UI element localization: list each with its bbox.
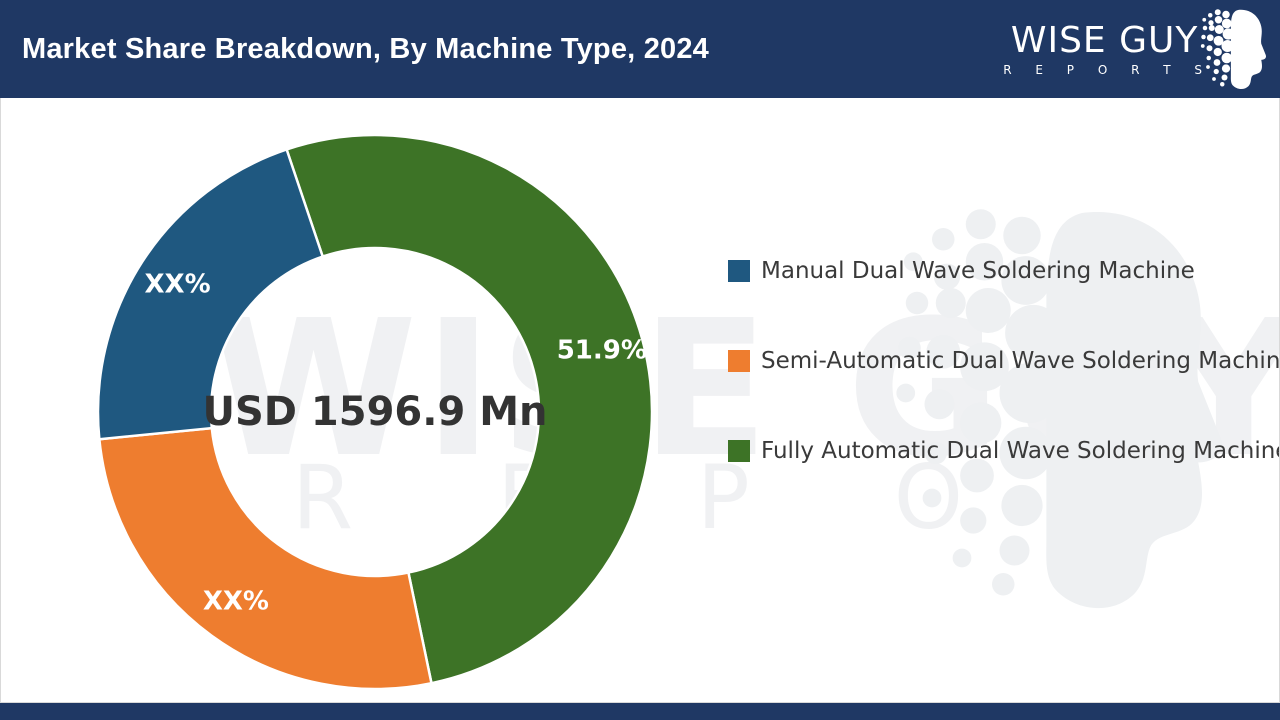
- legend-swatch-0: [728, 260, 750, 282]
- legend-label-0: Manual Dual Wave Soldering Machine: [761, 259, 1195, 284]
- slice-label-2: XX%: [145, 269, 211, 299]
- logo-head-icon: [1200, 9, 1267, 90]
- donut-chart: 51.9% XX% XX%: [96, 133, 654, 691]
- page-title: Market Share Breakdown, By Machine Type,…: [22, 32, 710, 65]
- legend-swatch-2: [728, 440, 750, 462]
- logo-text: WISE GUY R E P O R T S: [997, 21, 1212, 77]
- slice-label-1: XX%: [203, 586, 269, 616]
- footer-bar: [0, 703, 1280, 720]
- donut-center-label: USD 1596.9 Mn: [202, 389, 548, 435]
- donut-slice-2: [96, 148, 324, 441]
- donut-slice-0: [285, 133, 654, 685]
- logo-subtitle: R E P O R T S: [1003, 62, 1212, 77]
- legend-label-2: Fully Automatic Dual Wave Soldering Mach…: [761, 438, 1280, 464]
- legend-swatch-1: [728, 350, 750, 372]
- wise-guy-logo: WISE GUY R E P O R T S: [997, 7, 1268, 91]
- donut-slice-1: [98, 426, 433, 691]
- legend-item-0: Manual Dual Wave Soldering Machine: [728, 259, 1280, 284]
- legend-item-2: Fully Automatic Dual Wave Soldering Mach…: [728, 438, 1280, 464]
- logo-name: WISE GUY: [1010, 20, 1199, 62]
- legend-item-1: Semi-Automatic Dual Wave Soldering Machi…: [728, 348, 1280, 374]
- header-bar: Market Share Breakdown, By Machine Type,…: [0, 0, 1280, 98]
- watermark: WISE GUY R E P O R T S: [0, 98, 1280, 703]
- slice-label-0: 51.9%: [557, 336, 647, 366]
- chart-legend: Manual Dual Wave Soldering Machine Semi-A…: [728, 259, 1280, 529]
- legend-label-1: Semi-Automatic Dual Wave Soldering Machi…: [761, 348, 1280, 374]
